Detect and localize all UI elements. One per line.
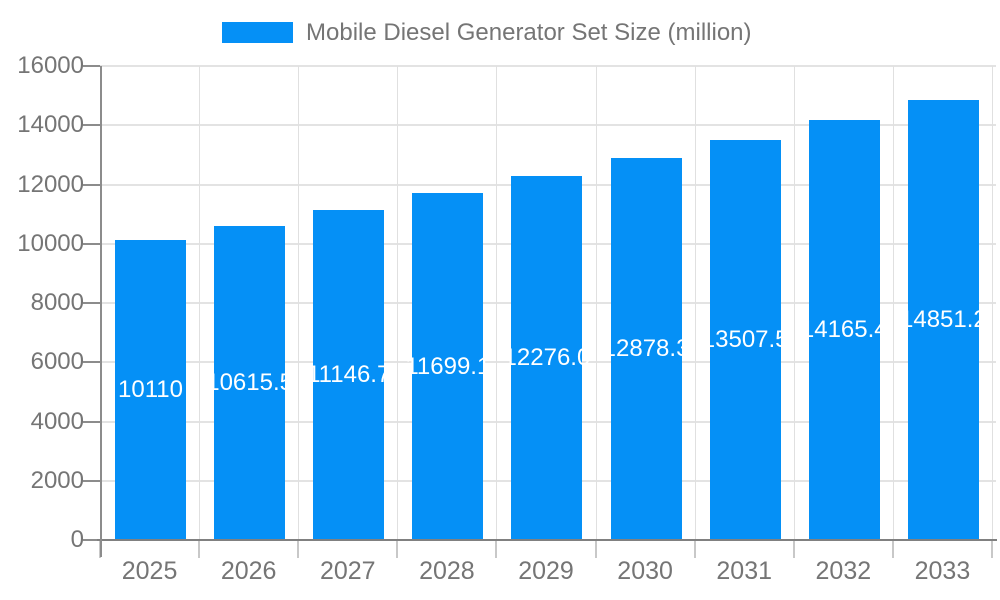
x-axis-line — [97, 539, 997, 541]
x-gridline — [892, 66, 894, 540]
bar-value-label: 12276.0 — [503, 344, 591, 372]
bar — [115, 240, 186, 540]
bar — [610, 158, 682, 540]
bar-value-label: 11699.1 — [405, 352, 491, 380]
y-tick-mark — [83, 302, 100, 304]
bar — [808, 120, 880, 540]
x-gridline — [496, 66, 498, 540]
x-gridline — [298, 66, 300, 540]
bar — [313, 209, 385, 540]
legend: Mobile Diesel Generator Set Size (millio… — [222, 18, 752, 46]
y-tick-mark — [83, 183, 100, 186]
bar — [709, 139, 781, 540]
y-tick-mark — [83, 65, 100, 67]
x-tick-mark — [693, 540, 696, 558]
x-axis-label: 2027 — [319, 557, 376, 585]
bar-value-label: 11146.7 — [307, 360, 391, 388]
x-tick-mark — [297, 540, 300, 558]
x-tick-mark — [396, 540, 399, 558]
y-tick-label: 10000 — [17, 229, 84, 257]
x-gridline — [397, 66, 399, 540]
x-tick-mark — [495, 540, 498, 558]
x-axis-label: 2032 — [815, 557, 872, 585]
y-tick-mark — [83, 124, 100, 127]
x-gridline — [694, 66, 696, 540]
x-tick-mark — [594, 540, 597, 558]
bar-value-label: 13507.5 — [701, 325, 789, 353]
x-axis-label: 2025 — [121, 557, 178, 585]
x-axis-label: 2030 — [617, 557, 673, 585]
x-axis-label: 2026 — [220, 557, 277, 585]
x-tick-mark — [991, 540, 993, 558]
y-tick-mark — [83, 479, 100, 482]
y-axis-line — [100, 66, 102, 557]
y-gridline — [100, 124, 996, 127]
bar-value-label: 14165.4 — [800, 316, 888, 344]
y-tick-label: 0 — [70, 526, 84, 553]
y-tick-label: 12000 — [17, 170, 84, 198]
y-tick-label: 14000 — [17, 111, 84, 139]
x-tick-mark — [792, 540, 795, 558]
y-tick-mark — [83, 361, 100, 364]
x-gridline — [992, 66, 993, 540]
x-gridline — [199, 66, 201, 540]
x-axis-label: 2029 — [518, 557, 574, 585]
y-tick-mark — [83, 420, 100, 423]
x-tick-mark — [891, 540, 894, 558]
y-gridline — [100, 65, 996, 67]
bar-value-label: 12878.3 — [602, 335, 690, 363]
y-tick-label: 2000 — [30, 466, 84, 494]
x-gridline — [793, 66, 795, 540]
x-axis-label: 2031 — [716, 557, 773, 585]
y-tick-label: 8000 — [30, 289, 84, 316]
x-tick-mark — [198, 540, 201, 558]
y-tick-label: 6000 — [30, 348, 84, 376]
bar — [907, 100, 979, 540]
x-axis-label: 2028 — [419, 557, 475, 585]
bar-value-label: 14851.2 — [899, 306, 987, 334]
legend-swatch — [222, 22, 293, 43]
y-tick-label: 16000 — [17, 52, 84, 79]
legend-label: Mobile Diesel Generator Set Size (millio… — [306, 18, 752, 46]
bar — [511, 176, 583, 540]
bar — [412, 193, 484, 540]
y-tick-mark — [83, 539, 100, 541]
bar-value-label: 10615.5 — [206, 368, 293, 396]
y-tick-mark — [83, 242, 100, 245]
bar — [214, 225, 286, 540]
bar-value-label: 10110 — [118, 376, 183, 404]
x-axis-label: 2033 — [914, 557, 971, 585]
x-gridline — [595, 66, 597, 540]
y-tick-label: 4000 — [30, 407, 84, 435]
